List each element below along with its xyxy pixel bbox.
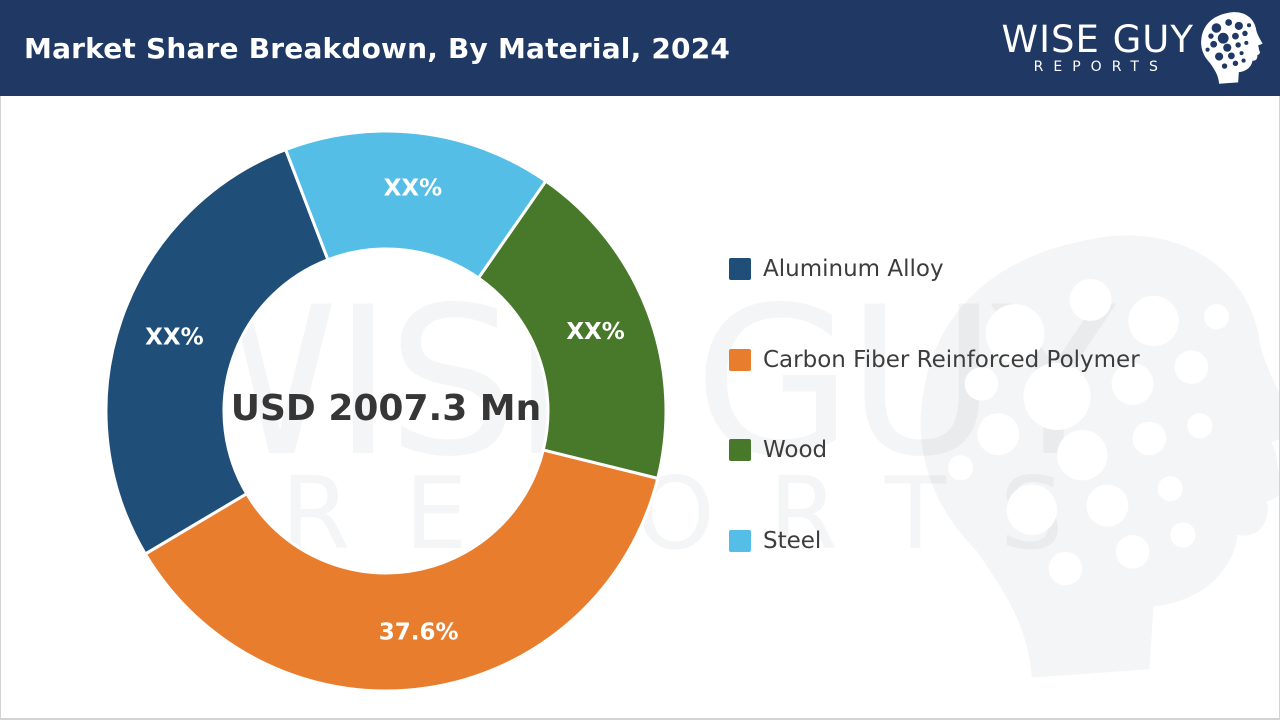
legend-item-steel: Steel [729,526,821,556]
header-bar: Market Share Breakdown, By Material, 202… [0,0,1280,96]
donut-segment-carbon-fiber-reinforced-polymer [143,448,660,693]
donut-chart: XX% 37.6% XX% XX% [98,123,674,699]
legend-label: Steel [763,528,822,554]
legend-swatch [729,530,751,552]
chart-area: WISE GUY REPORTS XX% 37.6% XX% XX% USD 2007… [0,96,1280,720]
segment-value-label: XX% [384,176,443,202]
logo-text: WISE GUY REPORTS [1001,17,1194,76]
legend-swatch [729,439,751,461]
page-title: Market Share Breakdown, By Material, 202… [24,31,731,65]
legend-item-aluminum-alloy: Aluminum Alloy [729,254,944,284]
legend-swatch [729,349,751,371]
wise-guy-logo: WISE GUY REPORTS [1002,8,1264,86]
donut-segment-steel [284,129,548,280]
legend-swatch [729,258,751,280]
segment-value-label: XX% [566,319,625,345]
segment-value-label: XX% [145,325,204,351]
logo-sub-text: REPORTS [1033,59,1168,76]
logo-head-icon [1196,8,1264,86]
segment-value-label: 37.6% [379,620,459,646]
logo-brand-text: WISE GUY [1001,17,1194,61]
donut-segment-wood [476,179,668,480]
chart-legend: Aluminum Alloy Carbon Fiber Reinforced Po… [729,96,1209,718]
donut-center-value: USD 2007.3 Mn [230,388,542,429]
donut-svg: XX% 37.6% XX% XX% [104,129,668,693]
legend-item-carbon-fiber-reinforced-polymer: Carbon Fiber Reinforced Polymer [729,345,1140,375]
legend-label: Aluminum Alloy [763,256,944,282]
legend-item-wood: Wood [729,435,827,465]
donut-segment-aluminum-alloy [104,148,330,556]
legend-label: Wood [763,437,828,463]
legend-label: Carbon Fiber Reinforced Polymer [763,347,1140,373]
